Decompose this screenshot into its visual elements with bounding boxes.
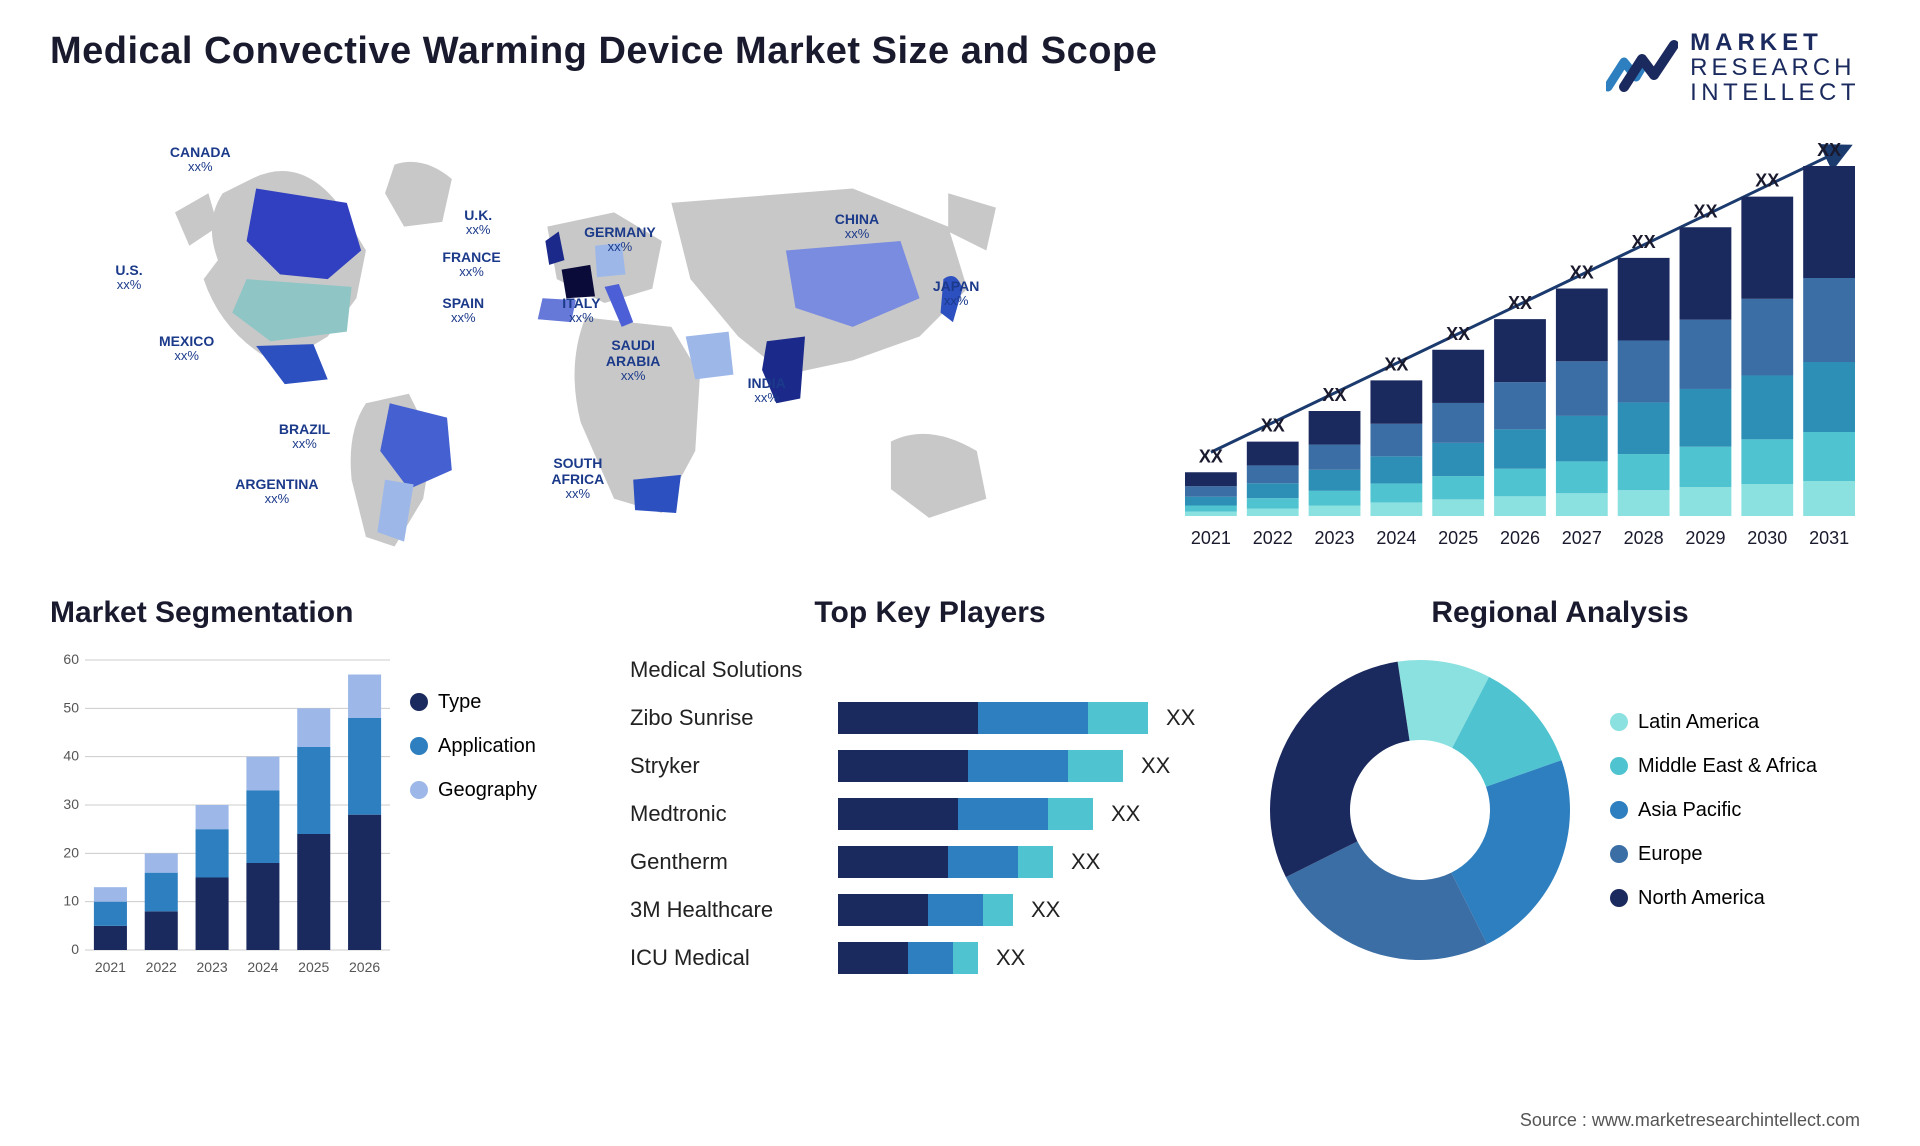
map-label-argentina: ARGENTINAxx% <box>235 476 318 507</box>
map-label-u-s-: U.S.xx% <box>115 262 142 293</box>
player-row: MedtronicXX <box>630 794 1230 834</box>
svg-text:2021: 2021 <box>1191 528 1231 548</box>
logo-icon <box>1606 37 1678 99</box>
map-label-germany: GERMANYxx% <box>584 224 656 255</box>
regional-title: Regional Analysis <box>1260 596 1860 630</box>
svg-text:2025: 2025 <box>1438 528 1478 548</box>
map-label-france: FRANCExx% <box>442 249 500 280</box>
map-label-u-k-: U.K.xx% <box>464 207 492 238</box>
svg-text:10: 10 <box>63 892 79 908</box>
player-row: ICU MedicalXX <box>630 938 1230 978</box>
key-players-title: Top Key Players <box>630 596 1230 630</box>
regional-panel: Regional Analysis Latin AmericaMiddle Ea… <box>1260 596 1860 1006</box>
logo-line2: RESEARCH <box>1690 55 1860 80</box>
world-map: CANADAxx% U.S.xx% MEXICOxx% BRAZILxx% ARGENT… <box>50 136 1140 556</box>
svg-text:2029: 2029 <box>1685 528 1725 548</box>
svg-text:XX: XX <box>1384 354 1408 374</box>
map-label-saudi-arabia: SAUDIARABIAxx% <box>606 337 660 384</box>
map-label-south-africa: SOUTHAFRICAxx% <box>551 455 604 502</box>
svg-text:2024: 2024 <box>1376 528 1416 548</box>
growth-bar-chart: XX 2021 XX 2022 XX 2023 XX 2024 XX 2025 XX 2026 XX 20… <box>1180 136 1860 556</box>
seg-legend-type: Type <box>410 680 537 724</box>
map-label-spain: SPAINxx% <box>442 295 484 326</box>
svg-text:2023: 2023 <box>197 959 228 975</box>
player-row: Zibo SunriseXX <box>630 698 1230 738</box>
map-label-canada: CANADAxx% <box>170 144 231 175</box>
key-players-panel: Top Key Players Medical Solutions Zibo Su… <box>630 596 1230 1006</box>
svg-text:2025: 2025 <box>298 959 329 975</box>
svg-text:2026: 2026 <box>1500 528 1540 548</box>
svg-text:2022: 2022 <box>146 959 177 975</box>
svg-text:2021: 2021 <box>95 959 126 975</box>
svg-text:XX: XX <box>1570 262 1594 282</box>
page-title: Medical Convective Warming Device Market… <box>50 30 1157 73</box>
regional-legend: Latin AmericaMiddle East & AfricaAsia Pa… <box>1610 700 1817 920</box>
player-row: GenthermXX <box>630 842 1230 882</box>
player-row: Medical Solutions <box>630 650 1230 690</box>
svg-text:2022: 2022 <box>1253 528 1293 548</box>
svg-text:XX: XX <box>1199 446 1223 466</box>
regional-donut-svg <box>1260 650 1580 970</box>
svg-text:30: 30 <box>63 796 79 812</box>
map-label-mexico: MEXICOxx% <box>159 333 214 364</box>
svg-text:XX: XX <box>1755 170 1779 190</box>
segmentation-panel: Market Segmentation 0 10 20 30 40 50 60 2021 202… <box>50 596 600 1006</box>
svg-text:2026: 2026 <box>349 959 380 975</box>
svg-text:XX: XX <box>1632 231 1656 251</box>
region-legend-latin-america: Latin America <box>1610 700 1817 744</box>
segmentation-title: Market Segmentation <box>50 596 600 630</box>
logo-line1: MARKET <box>1690 30 1860 55</box>
map-label-japan: JAPANxx% <box>933 278 979 309</box>
map-label-brazil: BRAZILxx% <box>279 421 330 452</box>
svg-text:2023: 2023 <box>1315 528 1355 548</box>
map-label-italy: ITALYxx% <box>562 295 600 326</box>
svg-text:XX: XX <box>1261 415 1285 435</box>
key-players-list: Medical Solutions Zibo SunriseXX StrykerXX… <box>630 650 1230 978</box>
svg-text:40: 40 <box>63 747 79 763</box>
svg-text:XX: XX <box>1508 293 1532 313</box>
region-legend-europe: Europe <box>1610 832 1817 876</box>
logo: MARKET RESEARCH INTELLECT <box>1606 30 1860 106</box>
svg-text:2031: 2031 <box>1809 528 1849 548</box>
svg-text:2024: 2024 <box>247 959 278 975</box>
logo-line3: INTELLECT <box>1690 80 1860 105</box>
svg-text:2028: 2028 <box>1624 528 1664 548</box>
svg-text:XX: XX <box>1817 140 1841 160</box>
segmentation-chart-svg: 0 10 20 30 40 50 60 2021 2022 2023 2024 2025 2026 <box>50 650 390 980</box>
map-label-china: CHINAxx% <box>835 211 879 242</box>
svg-text:XX: XX <box>1323 385 1347 405</box>
map-label-india: INDIAxx% <box>748 375 786 406</box>
svg-text:0: 0 <box>71 941 79 957</box>
growth-chart-svg: XX 2021 XX 2022 XX 2023 XX 2024 XX 2025 XX 2026 XX 20… <box>1180 136 1860 556</box>
seg-legend-application: Application <box>410 724 537 768</box>
region-legend-middle-east-africa: Middle East & Africa <box>1610 744 1817 788</box>
player-row: StrykerXX <box>630 746 1230 786</box>
svg-text:20: 20 <box>63 844 79 860</box>
svg-text:2027: 2027 <box>1562 528 1602 548</box>
player-row: 3M HealthcareXX <box>630 890 1230 930</box>
svg-text:60: 60 <box>63 651 79 667</box>
segmentation-legend: TypeApplicationGeography <box>410 650 537 812</box>
source-line: Source : www.marketresearchintellect.com <box>1520 1110 1860 1131</box>
region-legend-north-america: North America <box>1610 876 1817 920</box>
svg-text:XX: XX <box>1693 201 1717 221</box>
region-legend-asia-pacific: Asia Pacific <box>1610 788 1817 832</box>
svg-text:XX: XX <box>1446 323 1470 343</box>
svg-text:2030: 2030 <box>1747 528 1787 548</box>
svg-text:50: 50 <box>63 699 79 715</box>
seg-legend-geography: Geography <box>410 768 537 812</box>
